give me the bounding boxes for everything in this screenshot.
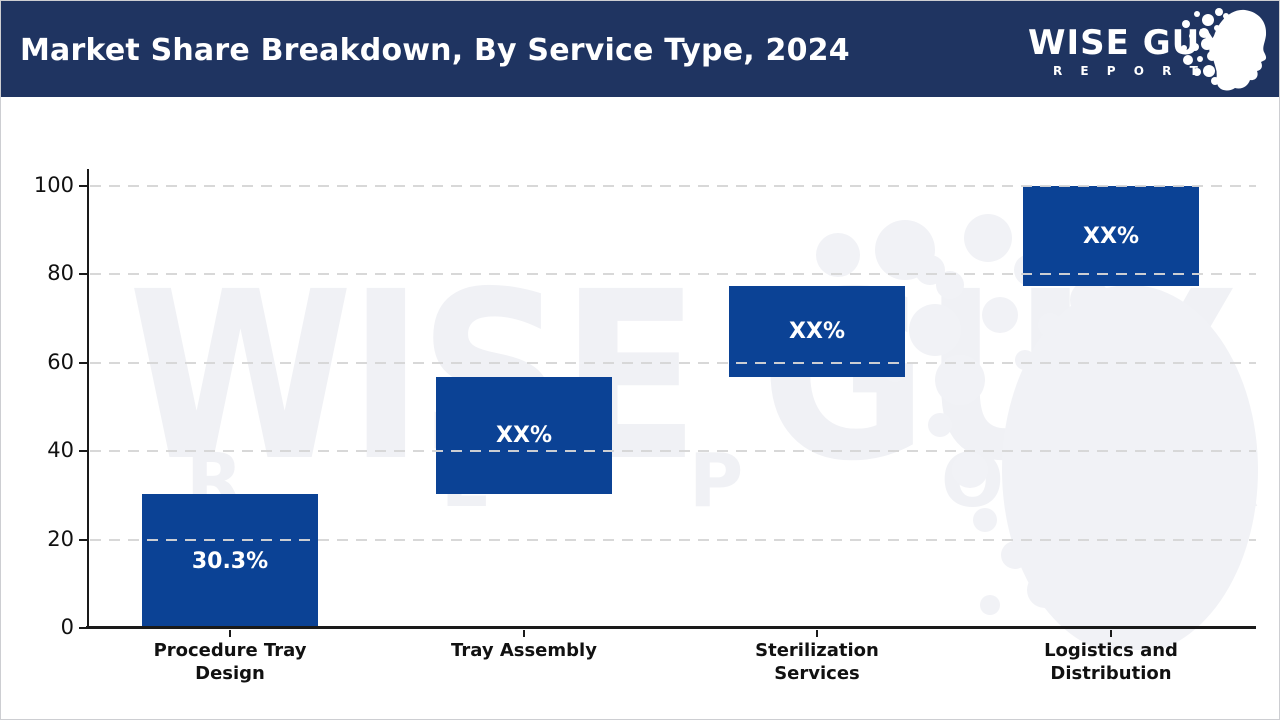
gridline [90, 185, 1256, 187]
y-axis-line [87, 169, 89, 628]
x-axis-line [86, 626, 1256, 629]
bar-value-label: 30.3% [191, 548, 269, 574]
y-tick-label: 60 [47, 349, 74, 374]
x-tick-mark [1110, 630, 1112, 637]
bar-value-label: XX% [1083, 223, 1139, 249]
x-tick-mark [523, 630, 525, 637]
face-profile-icon [1211, 9, 1267, 91]
category-label: Procedure Tray Design [153, 640, 307, 684]
y-tick-mark [79, 627, 87, 629]
y-tick-label: 20 [47, 526, 74, 551]
x-tick-mark [816, 630, 818, 637]
wise-guy-reports-logo: WISE GUY R E P O R T S [1028, 8, 1267, 91]
bar-value-label: XX% [789, 319, 845, 345]
category-label: Sterilization Services [755, 640, 879, 684]
gridline [90, 361, 1256, 364]
y-tick-label: 40 [47, 438, 74, 463]
y-tick-mark [79, 538, 87, 541]
category-label: Logistics and Distribution [1044, 640, 1178, 684]
chart-title: Market Share Breakdown, By Service Type,… [20, 33, 850, 68]
bar-4 [1023, 186, 1199, 287]
logo-wiseguy-text: WISE GUY [1028, 23, 1226, 63]
bar-value-label: XX% [496, 423, 552, 448]
header-bar: Market Share Breakdown, By Service Type,… [0, 0, 1280, 97]
y-tick-mark [79, 450, 87, 453]
x-tick-mark [229, 630, 231, 637]
y-tick-label: 0 [60, 615, 74, 639]
gridline [90, 450, 1256, 453]
y-tick-label: 100 [33, 173, 74, 197]
gridline [90, 273, 1256, 276]
y-tick-mark [79, 273, 87, 276]
y-tick-mark [79, 185, 87, 187]
y-tick-mark [79, 361, 87, 364]
category-label: Tray Assembly [451, 640, 597, 661]
gridline [90, 538, 1256, 541]
watermark-dotted-head [816, 214, 1258, 650]
y-tick-label: 80 [47, 261, 74, 286]
bar-1 [142, 494, 318, 628]
logo-reports-text: R E P O R T S [1053, 64, 1232, 78]
bar-2 [436, 376, 612, 495]
